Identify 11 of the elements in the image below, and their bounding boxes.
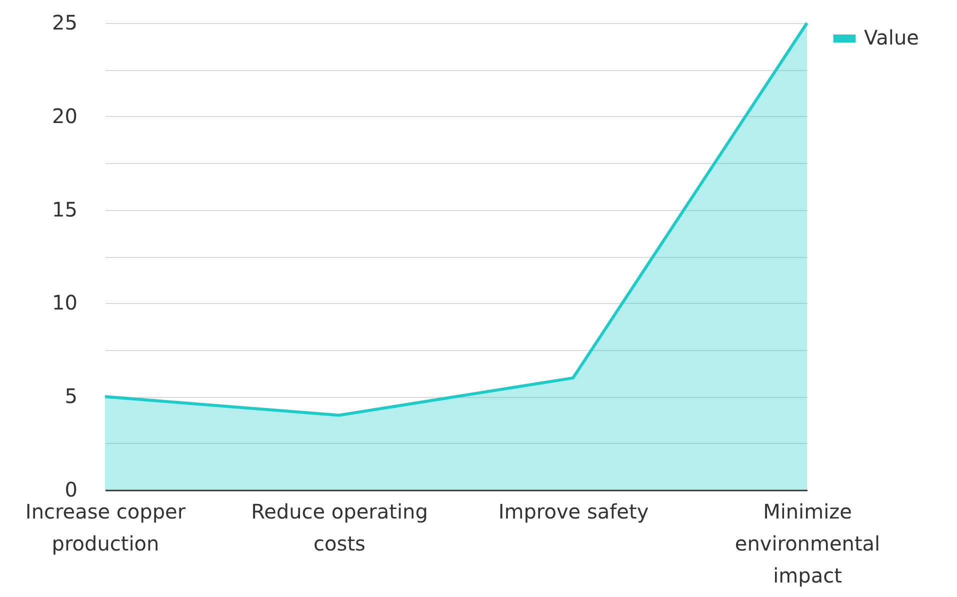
y-tick-label: 25 [52,10,78,34]
y-tick-label: 0 [64,478,78,502]
y-tick-label: 20 [52,104,78,128]
y-tick-label: 10 [52,290,78,315]
y-tick-label: 5 [64,384,78,408]
x-tick-label: Minimize environmental impact [734,500,880,588]
x-tick-label: Improve safety [498,500,649,524]
x-tick-label: Reduce operating costs [251,500,428,556]
x-tick-label: Increase copper production [25,500,186,556]
y-tick-label: 15 [52,197,78,222]
legend-label: Value [864,26,919,50]
